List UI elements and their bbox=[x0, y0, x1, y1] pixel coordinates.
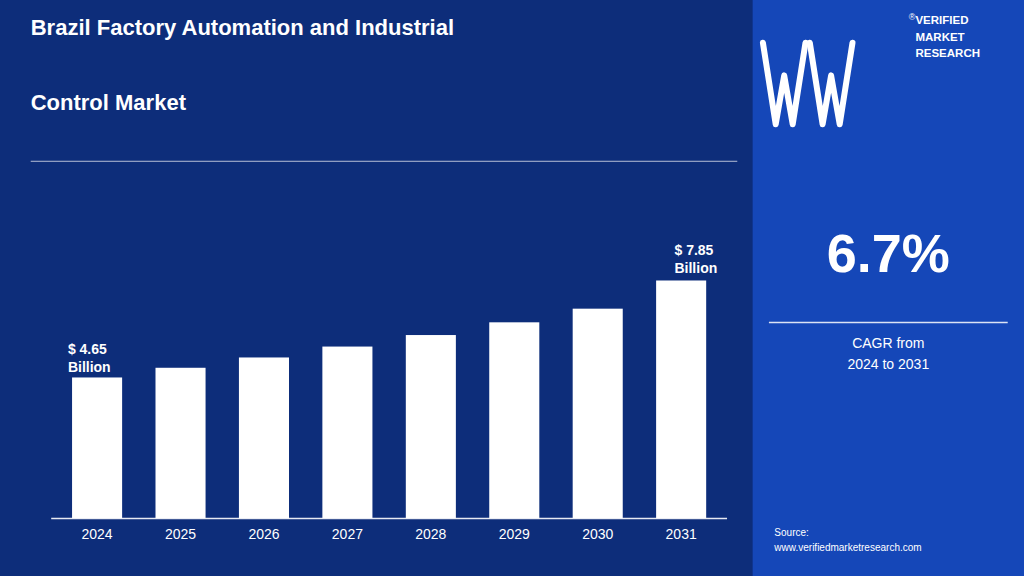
bars bbox=[72, 280, 706, 518]
tick-label: 2031 bbox=[666, 526, 697, 542]
chart: VERIFIEDMARKETRESEARCH® 6.7% CAGR from2024… bbox=[0, 0, 1024, 576]
tick-label: 2027 bbox=[332, 526, 363, 542]
title-rule bbox=[31, 161, 738, 162]
bar bbox=[656, 280, 706, 518]
title: Brazil Factory Automation and Industrial… bbox=[31, 15, 454, 115]
bar bbox=[406, 335, 456, 518]
source: Source:www.verifiedmarketresearch.com bbox=[773, 527, 921, 553]
bar bbox=[573, 309, 623, 519]
bar bbox=[322, 347, 372, 519]
trademark: ® bbox=[909, 12, 916, 22]
bar bbox=[72, 377, 122, 518]
bar bbox=[489, 322, 539, 518]
logo-shape bbox=[810, 43, 853, 125]
tick-label: 2026 bbox=[248, 526, 279, 542]
bar bbox=[239, 357, 289, 518]
logo bbox=[763, 43, 853, 125]
side-panel bbox=[753, 0, 1024, 576]
cagr-caption: CAGR from2024 to 2031 bbox=[847, 335, 929, 372]
tick-label: 2028 bbox=[415, 526, 446, 542]
logo-shape bbox=[763, 43, 806, 125]
brand-label: VERIFIEDMARKETRESEARCH bbox=[915, 14, 980, 59]
cagr-value: 6.7% bbox=[827, 223, 950, 283]
x-axis bbox=[51, 518, 727, 520]
data-label: $ 4.65Billion bbox=[68, 341, 111, 375]
bar bbox=[155, 368, 205, 519]
data-label: $ 7.85Billion bbox=[674, 242, 717, 276]
tick-label: 2025 bbox=[165, 526, 196, 542]
tick-label: 2030 bbox=[582, 526, 613, 542]
background bbox=[0, 0, 1024, 576]
tick-label: 2029 bbox=[499, 526, 530, 542]
tick-label: 2024 bbox=[82, 526, 113, 542]
divider bbox=[769, 322, 1008, 324]
